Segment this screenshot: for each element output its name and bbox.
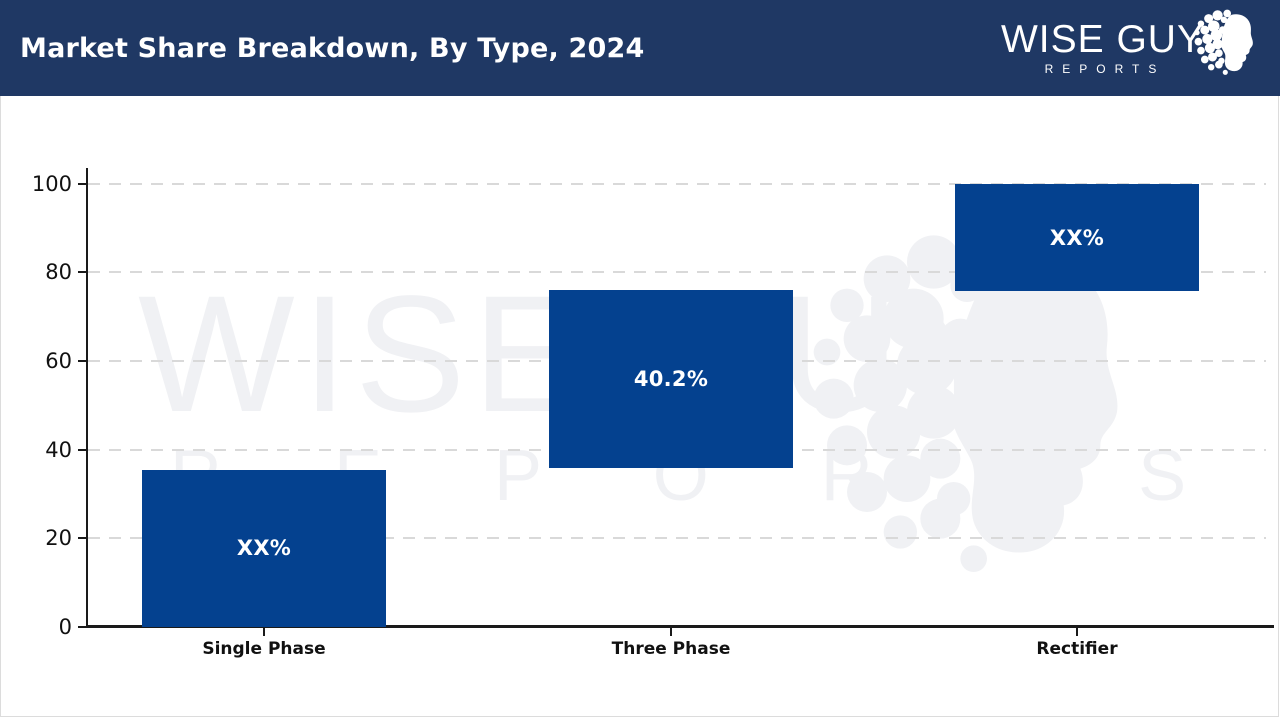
y-axis-tick-mark: [78, 448, 86, 451]
brand-logo-text: WISE GUY REPORTS: [1001, 20, 1204, 76]
x-axis-tick-mark: [1076, 628, 1078, 636]
brand-wordmark: WISE GUY: [1000, 18, 1204, 61]
plot-area: XX% 40.2% XX%: [88, 168, 1266, 627]
y-axis-tick-label: 40: [45, 437, 72, 462]
x-axis-tick-mark: [263, 628, 265, 636]
y-axis-tick-mark: [78, 359, 86, 362]
header-bar: Market Share Breakdown, By Type, 2024 WI…: [0, 0, 1280, 96]
page-title: Market Share Breakdown, By Type, 2024: [20, 32, 645, 64]
grid-line: [88, 182, 1266, 185]
x-axis-tick-mark: [670, 628, 672, 636]
y-axis-tick-label: 80: [45, 260, 72, 285]
bar-value-label: XX%: [236, 536, 292, 561]
bar-value-label: 40.2%: [633, 367, 709, 392]
brand-logo: WISE GUY REPORTS: [1001, 9, 1256, 87]
y-axis-tick-mark: [78, 182, 86, 185]
y-axis-tick-mark: [78, 271, 86, 274]
y-axis-tick-label: 100: [31, 171, 72, 196]
brand-subtitle: REPORTS: [1044, 62, 1166, 76]
x-axis-category-label: Three Phase: [611, 639, 731, 659]
x-axis-line: [86, 625, 1274, 628]
y-axis-tick-label: 20: [45, 526, 72, 551]
y-axis-tick-mark: [78, 537, 86, 540]
bar-rectifier: XX%: [955, 184, 1199, 292]
y-axis-tick-label: 0: [58, 615, 72, 639]
bar-value-label: XX%: [1049, 225, 1105, 250]
bar-single-phase: XX%: [142, 470, 386, 627]
grid-line: [88, 537, 1266, 540]
brand-head-icon: [1192, 9, 1256, 87]
grid-line: [88, 271, 1266, 274]
y-axis-tick-label: 60: [45, 348, 72, 373]
y-axis-tick-mark: [78, 626, 86, 628]
x-axis-category-label: Single Phase: [202, 639, 326, 659]
bar-three-phase: 40.2%: [549, 289, 793, 469]
y-axis-spine: [86, 168, 88, 627]
x-axis-category-label: Rectifier: [1036, 639, 1118, 659]
